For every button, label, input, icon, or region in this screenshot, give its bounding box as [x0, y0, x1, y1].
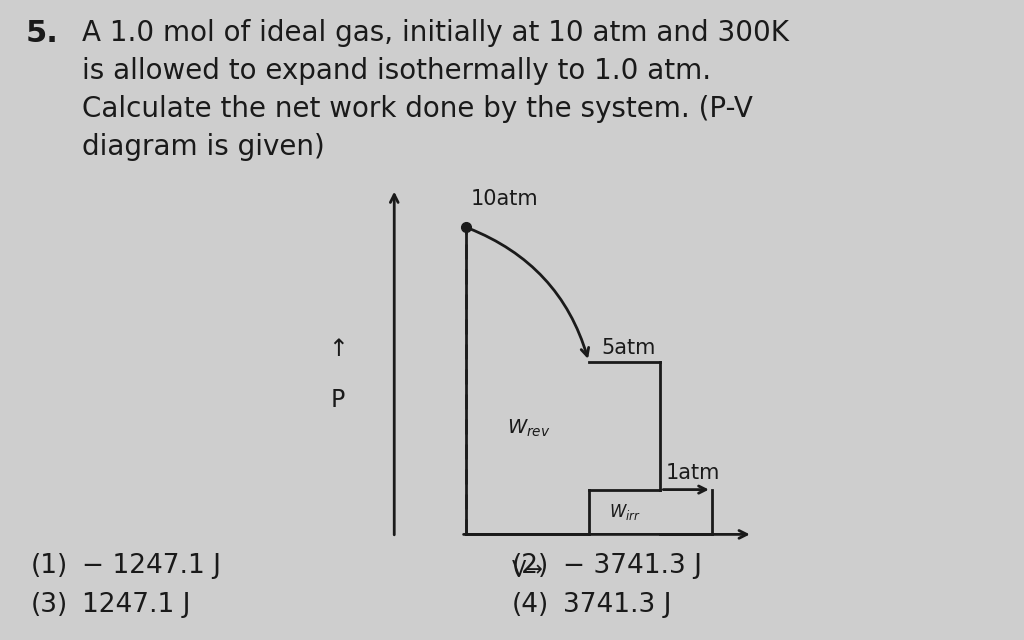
Text: 5atm: 5atm: [601, 339, 655, 358]
Text: 1atm: 1atm: [666, 463, 720, 483]
Text: (4): (4): [512, 592, 549, 618]
Text: (1): (1): [31, 554, 68, 579]
Text: − 3741.3 J: − 3741.3 J: [563, 554, 702, 579]
Text: 5.: 5.: [26, 19, 58, 48]
Text: A 1.0 mol of ideal gas, initially at 10 atm and 300K
is allowed to expand isothe: A 1.0 mol of ideal gas, initially at 10 …: [82, 19, 788, 161]
Text: (2): (2): [512, 554, 549, 579]
Text: 10atm: 10atm: [471, 189, 539, 209]
Text: − 1247.1 J: − 1247.1 J: [82, 554, 221, 579]
Text: $W_{rev}$: $W_{rev}$: [507, 418, 551, 440]
Text: 3741.3 J: 3741.3 J: [563, 592, 672, 618]
Text: P: P: [331, 388, 345, 412]
Text: V→: V→: [511, 560, 544, 580]
Text: 1247.1 J: 1247.1 J: [82, 592, 190, 618]
Text: (3): (3): [31, 592, 68, 618]
Text: ↑: ↑: [328, 337, 348, 361]
Text: $W_{irr}$: $W_{irr}$: [608, 502, 641, 522]
